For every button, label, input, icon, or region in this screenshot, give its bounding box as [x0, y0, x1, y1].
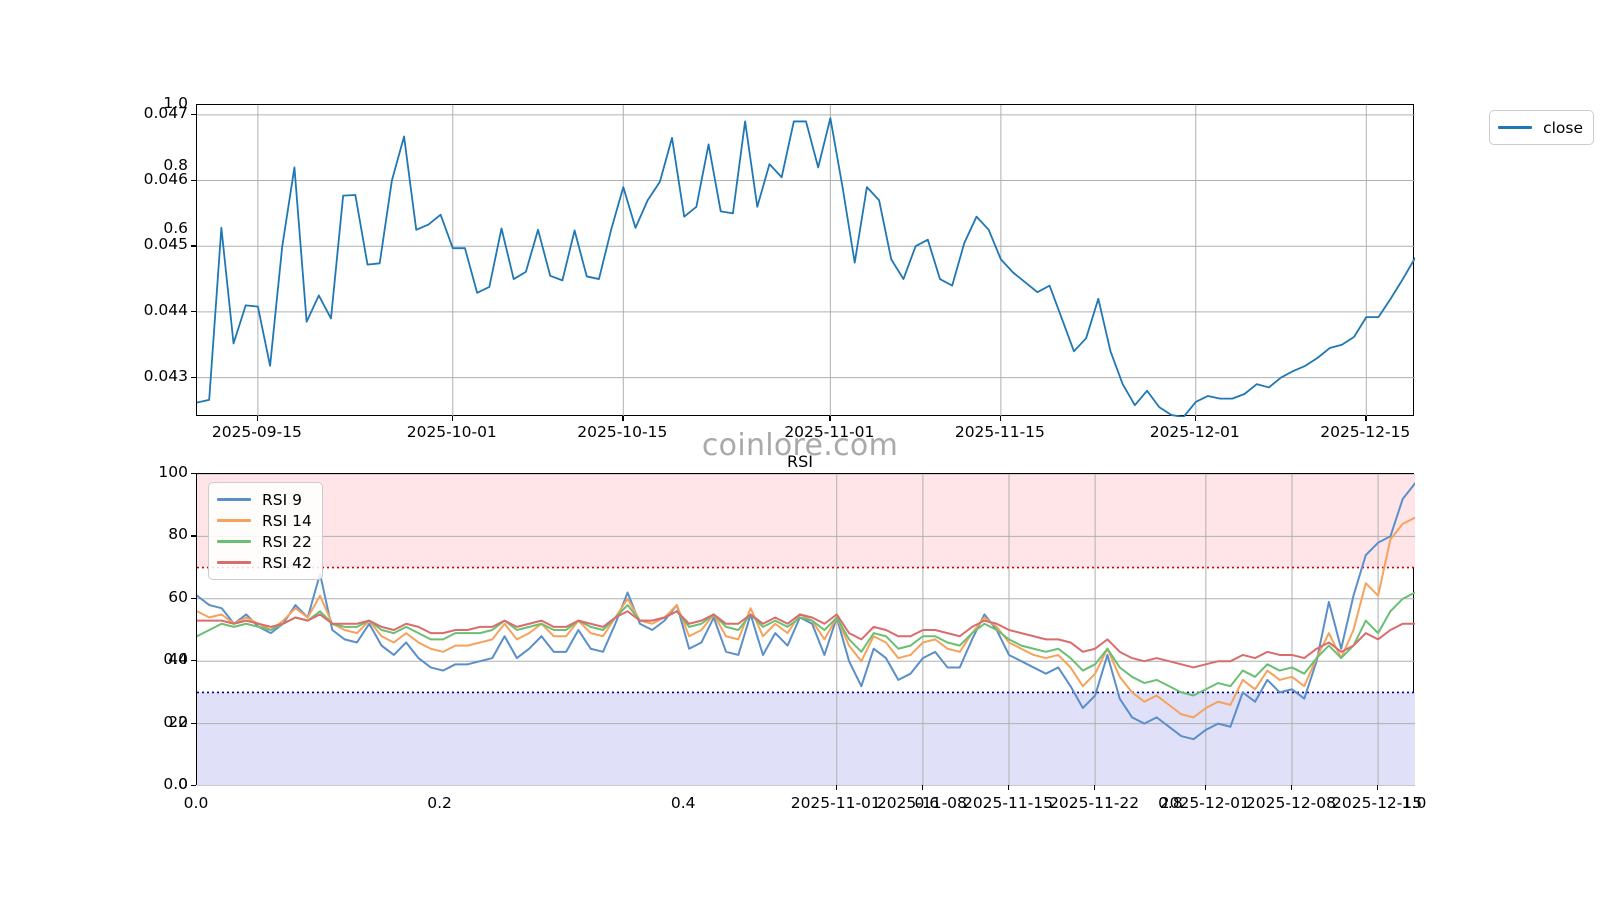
price-y-tick-mark — [191, 310, 196, 313]
rsi-y-tick-mark — [191, 722, 196, 724]
rsi-overlay-x-tick-label: 0.0 — [183, 794, 209, 812]
price-x-tick-label: 2025-10-15 — [577, 423, 668, 441]
price-chart-legend: close — [1489, 110, 1594, 145]
rsi-y-tick-label: 20 — [168, 712, 188, 731]
price-x-tick-mark — [999, 416, 1002, 421]
legend-item-label: RSI 42 — [262, 553, 312, 572]
legend-item[interactable]: RSI 42 — [217, 552, 312, 573]
legend-color-swatch — [217, 561, 251, 564]
price-y-tick-mark — [191, 113, 196, 116]
price-x-tick-label: 2025-12-15 — [1320, 423, 1411, 441]
rsi-x-tick-label: 2025-11-22 — [1049, 794, 1140, 812]
price-x-tick-mark — [1365, 416, 1367, 421]
price-plot-svg — [197, 105, 1415, 417]
legend-item[interactable]: RSI 14 — [217, 510, 312, 531]
legend-item-label: RSI 14 — [262, 511, 312, 530]
price-y-tick-mark — [191, 245, 196, 247]
rsi-y-tick-label: 0 — [178, 775, 188, 793]
legend-item[interactable]: RSI 9 — [217, 489, 312, 510]
rsi-x-tick-mark — [1290, 785, 1293, 790]
rsi-x-tick-mark — [835, 785, 838, 790]
legend-item[interactable]: RSI 22 — [217, 531, 312, 552]
rsi-x-tick-label: 2025-12-08 — [1245, 794, 1337, 812]
rsi-overlay-y-tick-label: 0.2 — [163, 712, 188, 731]
price-x-tick-mark — [256, 416, 259, 421]
price-y-tick-label: 0.046 — [143, 169, 188, 188]
price-x-tick-mark — [451, 416, 454, 421]
rsi-chart-panel — [196, 473, 1415, 786]
price-overlay-y-tick-label: 0.6 — [163, 218, 188, 237]
rsi-x-tick-mark — [1377, 785, 1379, 790]
rsi-x-tick-label: 2025-12-15 — [1332, 794, 1423, 812]
price-series-lines — [197, 117, 1415, 417]
rsi-y-tick-mark — [191, 785, 196, 787]
rsi-overlay-x-tick-label: 0.6 — [914, 794, 940, 812]
legend-item-label: close — [1543, 118, 1583, 137]
price-overlay-y-tick-label: 1.0 — [163, 94, 188, 112]
rsi-x-tick-label: 2025-12-01 — [1159, 794, 1250, 812]
price-x-tick-label: 2025-11-01 — [784, 423, 875, 441]
price-y-tick-label: 0.047 — [143, 103, 188, 122]
price-y-tick-label: 0.045 — [143, 235, 188, 254]
legend-item-label: RSI 22 — [262, 532, 312, 551]
price-overlay-y-tick-label: 0.8 — [163, 156, 188, 175]
rsi-x-tick-mark — [921, 785, 924, 790]
price-x-tick-label: 2025-11-15 — [954, 423, 1045, 441]
rsi-y-tick-label: 60 — [168, 587, 188, 606]
rsi-overlay-y-tick-label: 0.0 — [163, 775, 188, 793]
legend-item-label: RSI 9 — [262, 490, 302, 509]
rsi-series-lines — [197, 482, 1415, 741]
rsi-x-tick-label: 2025-11-15 — [962, 794, 1054, 812]
rsi-overlay-x-tick-label: 0.8 — [1158, 794, 1183, 812]
price-y-tick-label: 0.043 — [143, 366, 188, 385]
legend-color-swatch — [217, 519, 251, 522]
price-y-tick-mark — [191, 376, 196, 378]
rsi-y-tick-mark — [191, 535, 196, 537]
rsi-y-tick-label: 40 — [168, 650, 188, 669]
rsi-y-tick-label: 80 — [168, 525, 188, 544]
legend-color-swatch — [1498, 126, 1533, 129]
legend-color-swatch — [217, 540, 251, 543]
rsi-threshold-bands — [197, 474, 1415, 786]
rsi-x-tick-mark — [1094, 785, 1096, 790]
rsi-x-tick-mark — [1204, 785, 1207, 790]
rsi-y-tick-mark — [191, 473, 196, 475]
rsi-threshold-lines — [197, 566, 1415, 694]
legend-color-swatch — [217, 498, 251, 501]
rsi-chart-title: RSI — [787, 452, 813, 471]
rsi-overlay-x-tick-label: 0.2 — [427, 794, 452, 812]
rsi-plot-svg — [197, 474, 1415, 786]
rsi-y-tick-label: 100 — [158, 463, 188, 481]
price-chart-panel — [196, 104, 1415, 417]
rsi-y-tick-mark — [191, 660, 196, 662]
rsi-overlay-x-tick-label: 1.0 — [1401, 794, 1427, 812]
price-gridlines — [197, 105, 1415, 417]
price-x-tick-mark — [829, 416, 831, 421]
rsi-x-tick-label: 2025-11-01 — [790, 794, 881, 812]
price-x-tick-mark — [1194, 416, 1197, 421]
price-x-tick-label: 2025-12-01 — [1149, 423, 1240, 441]
price-y-tick-mark — [191, 179, 196, 181]
rsi-overlay-y-tick-label: 0.4 — [163, 650, 188, 669]
price-x-tick-mark — [622, 416, 624, 421]
rsi-chart-legend: RSI 9 RSI 14 RSI 22 RSI 42 — [208, 482, 323, 580]
price-x-tick-label: 2025-09-15 — [211, 423, 302, 441]
rsi-x-tick-mark — [1008, 785, 1010, 790]
rsi-x-tick-label: 2025-11-08 — [876, 794, 967, 812]
price-x-tick-label: 2025-10-01 — [406, 423, 497, 441]
legend-item[interactable]: close — [1498, 117, 1583, 138]
rsi-y-tick-mark — [191, 597, 196, 600]
rsi-overlay-x-tick-label: 0.4 — [670, 794, 696, 812]
price-y-tick-label: 0.044 — [143, 300, 188, 319]
